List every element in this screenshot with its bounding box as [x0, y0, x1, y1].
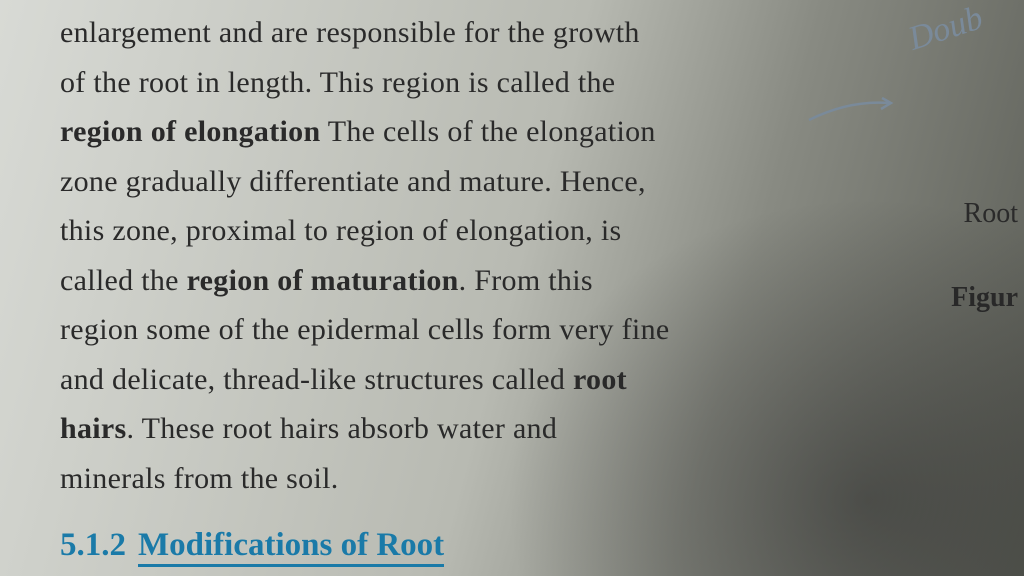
text-line: . From this [459, 264, 593, 297]
bold-term-hairs: hairs [60, 412, 127, 445]
margin-label-root: Root [964, 198, 1018, 230]
bold-term-elongation: region of elongation [60, 115, 320, 148]
text-line: . These root hairs absorb water and [127, 412, 558, 445]
bold-term-maturation: region of maturation [187, 264, 459, 297]
text-line: zone gradually differentiate and mature.… [60, 165, 646, 198]
section-heading: 5.1.2 Modifications of Root [60, 527, 984, 564]
pencil-arrow-icon [804, 95, 894, 125]
section-title: Modifications of Root [138, 527, 444, 567]
text-line: region some of the epidermal cells form … [60, 313, 670, 346]
text-line: and delicate, thread-like structures cal… [60, 363, 573, 396]
text-line: enlargement and are responsible for the … [60, 16, 640, 49]
text-line: of the root in length. This region is ca… [60, 66, 615, 99]
text-line: this zone, proximal to region of elongat… [60, 214, 622, 247]
paragraph-body: enlargement and are responsible for the … [60, 8, 930, 503]
text-line: minerals from the soil. [60, 462, 339, 495]
section-number: 5.1.2 [60, 527, 126, 563]
text-line: called the [60, 264, 187, 297]
text-line: The cells of the elongation [320, 115, 655, 148]
textbook-page: enlargement and are responsible for the … [0, 0, 1024, 576]
bold-term-root: root [573, 363, 627, 396]
margin-label-figure: Figur [951, 282, 1018, 314]
